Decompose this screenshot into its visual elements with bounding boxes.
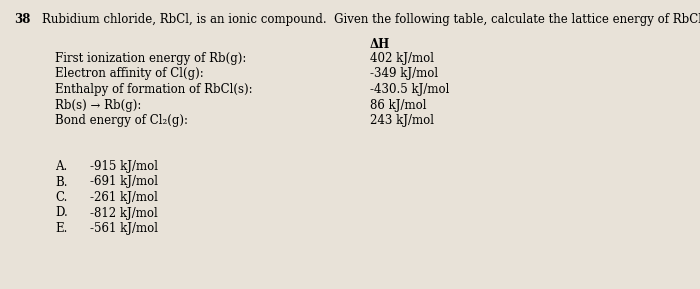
Text: C.: C. — [55, 191, 67, 204]
Text: -261 kJ/mol: -261 kJ/mol — [90, 191, 158, 204]
Text: Enthalpy of formation of RbCl(s):: Enthalpy of formation of RbCl(s): — [55, 83, 253, 96]
Text: 243 kJ/mol: 243 kJ/mol — [370, 114, 434, 127]
Text: Electron affinity of Cl(g):: Electron affinity of Cl(g): — [55, 68, 204, 81]
Text: 86 kJ/mol: 86 kJ/mol — [370, 99, 426, 112]
Text: -915 kJ/mol: -915 kJ/mol — [90, 160, 158, 173]
Text: First ionization energy of Rb(g):: First ionization energy of Rb(g): — [55, 52, 246, 65]
Text: -691 kJ/mol: -691 kJ/mol — [90, 175, 158, 188]
Text: -812 kJ/mol: -812 kJ/mol — [90, 207, 158, 220]
Text: D.: D. — [55, 207, 68, 220]
Text: -561 kJ/mol: -561 kJ/mol — [90, 222, 158, 235]
Text: Rb(s) → Rb(g):: Rb(s) → Rb(g): — [55, 99, 141, 112]
Text: A.: A. — [55, 160, 67, 173]
Text: Rubidium chloride, RbCl, is an ionic compound.  Given the following table, calcu: Rubidium chloride, RbCl, is an ionic com… — [42, 13, 700, 26]
Text: 402 kJ/mol: 402 kJ/mol — [370, 52, 434, 65]
Text: -349 kJ/mol: -349 kJ/mol — [370, 68, 438, 81]
Text: E.: E. — [55, 222, 67, 235]
Text: Bond energy of Cl₂(g):: Bond energy of Cl₂(g): — [55, 114, 188, 127]
Text: -430.5 kJ/mol: -430.5 kJ/mol — [370, 83, 449, 96]
Text: B.: B. — [55, 175, 67, 188]
Text: ΔH: ΔH — [370, 38, 391, 51]
Text: 38: 38 — [14, 13, 30, 26]
